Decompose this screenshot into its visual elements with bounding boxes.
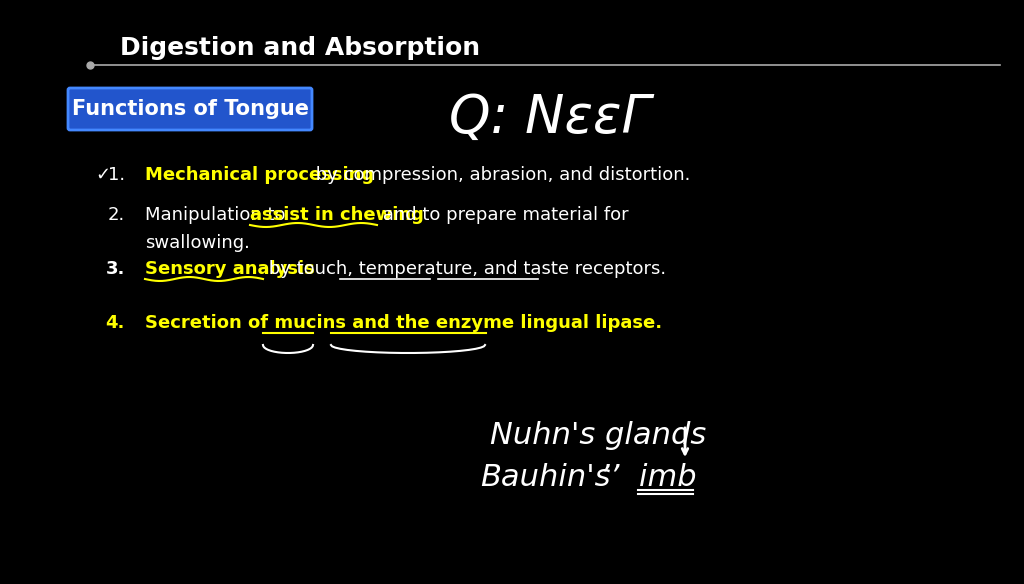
Text: Nuhn's glands: Nuhn's glands [490, 420, 707, 450]
Text: Digestion and Absorption: Digestion and Absorption [120, 36, 480, 60]
Text: Bauhin's: Bauhin's [480, 464, 610, 492]
Text: by compression, abrasion, and distortion.: by compression, abrasion, and distortion… [310, 166, 690, 184]
Text: ’’  imb: ’’ imb [600, 464, 696, 492]
FancyBboxPatch shape [68, 88, 312, 130]
Text: 2.: 2. [108, 206, 125, 224]
Text: and to prepare material for: and to prepare material for [377, 206, 629, 224]
Text: Sensory analysis: Sensory analysis [145, 260, 314, 278]
Text: Functions of Tongue: Functions of Tongue [72, 99, 308, 119]
Text: by touch, temperature, and taste receptors.: by touch, temperature, and taste recepto… [263, 260, 667, 278]
Text: Manipulation to: Manipulation to [145, 206, 291, 224]
Text: Mechanical processing: Mechanical processing [145, 166, 374, 184]
Text: Secretion of mucins and the enzyme lingual lipase.: Secretion of mucins and the enzyme lingu… [145, 314, 663, 332]
Text: 4.: 4. [105, 314, 125, 332]
Text: Q: NεεΓ: Q: NεεΓ [450, 92, 651, 144]
Text: 1.: 1. [108, 166, 125, 184]
Text: 3.: 3. [105, 260, 125, 278]
Text: assist in chewing: assist in chewing [250, 206, 424, 224]
Text: ✓: ✓ [95, 166, 110, 184]
Text: swallowing.: swallowing. [145, 234, 250, 252]
